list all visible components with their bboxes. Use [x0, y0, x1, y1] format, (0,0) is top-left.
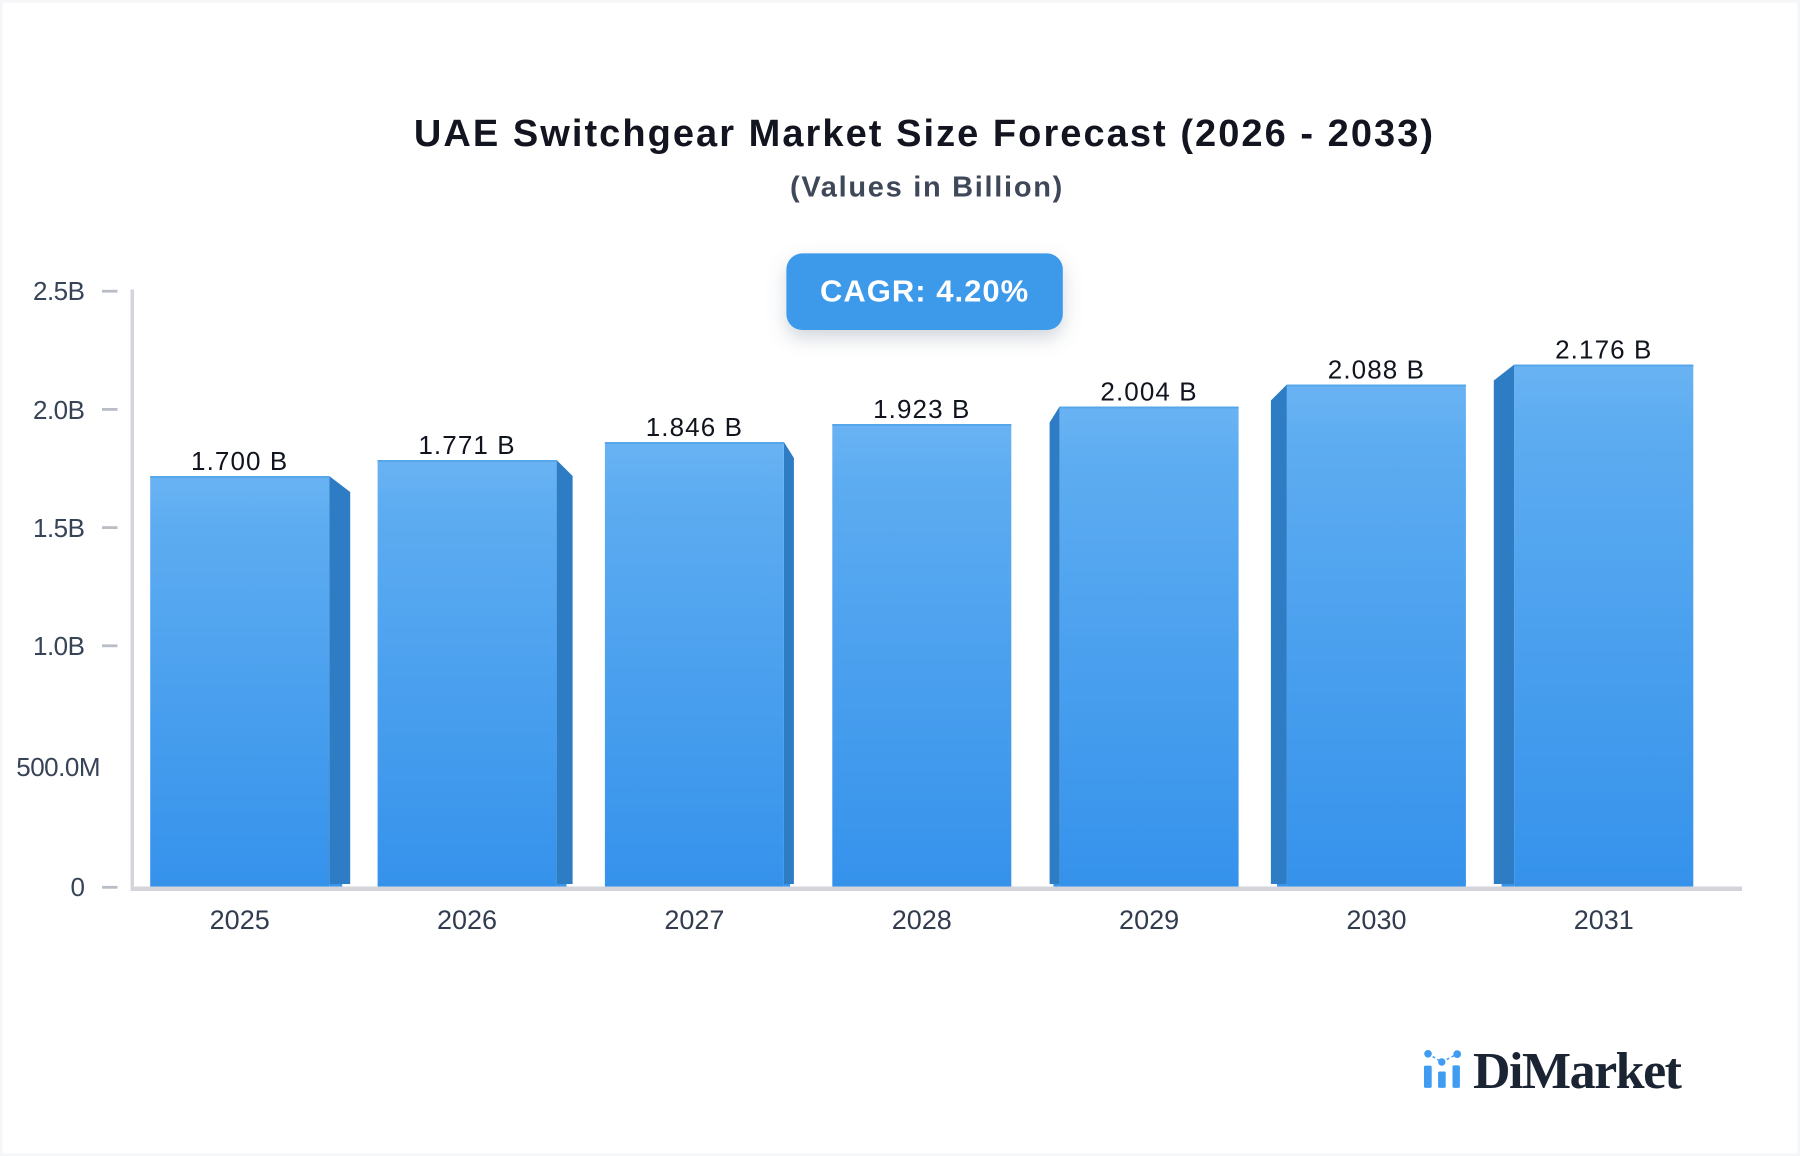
svg-text:2026: 2026	[437, 905, 497, 935]
svg-text:500.0M: 500.0M	[16, 752, 100, 782]
svg-text:2.176 B: 2.176 B	[1555, 335, 1652, 365]
svg-text:2.088 B: 2.088 B	[1328, 355, 1425, 385]
svg-text:1.923 B: 1.923 B	[873, 394, 970, 424]
svg-text:1.771 B: 1.771 B	[418, 430, 515, 460]
svg-text:2.0B: 2.0B	[33, 395, 85, 425]
svg-text:2.5B: 2.5B	[33, 276, 85, 306]
svg-text:DiMarket: DiMarket	[1473, 1043, 1683, 1100]
svg-text:2027: 2027	[664, 905, 724, 935]
svg-text:2.004 B: 2.004 B	[1100, 377, 1197, 407]
svg-text:UAE Switchgear Market Size For: UAE Switchgear Market Size Forecast (202…	[414, 113, 1435, 155]
svg-text:(Values in Billion): (Values in Billion)	[790, 171, 1064, 203]
svg-text:2029: 2029	[1119, 905, 1179, 935]
svg-text:1.700 B: 1.700 B	[191, 446, 288, 476]
svg-text:2025: 2025	[210, 905, 270, 935]
svg-text:1.5B: 1.5B	[33, 513, 85, 543]
svg-text:1.846 B: 1.846 B	[646, 412, 743, 442]
svg-text:2030: 2030	[1346, 905, 1406, 935]
svg-text:1.0B: 1.0B	[33, 631, 85, 661]
svg-text:2028: 2028	[892, 905, 952, 935]
svg-text:2031: 2031	[1574, 905, 1634, 935]
svg-text:CAGR: 4.20%: CAGR: 4.20%	[820, 274, 1029, 309]
svg-text:0: 0	[71, 872, 85, 902]
